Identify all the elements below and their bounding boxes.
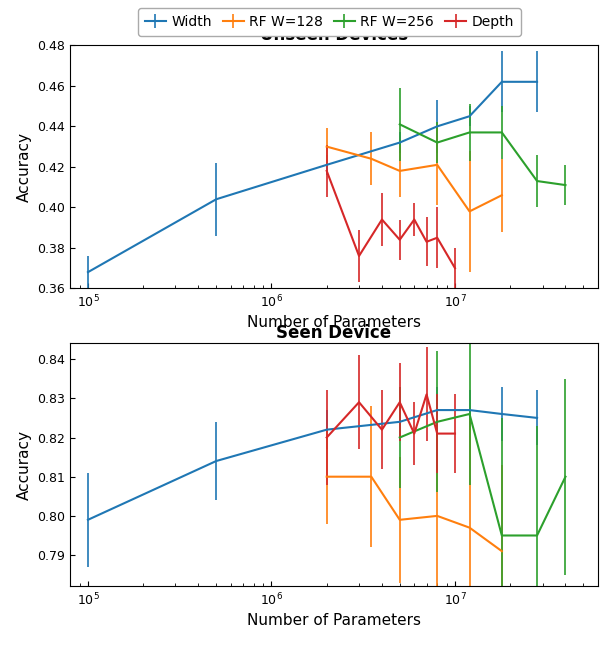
Title: Unseen Devices: Unseen Devices: [260, 26, 408, 44]
Y-axis label: Accuracy: Accuracy: [17, 132, 32, 202]
Legend: Width, RF W=128, RF W=256, Depth: Width, RF W=128, RF W=256, Depth: [138, 8, 521, 36]
X-axis label: Number of Parameters: Number of Parameters: [247, 614, 421, 629]
Y-axis label: Accuracy: Accuracy: [16, 430, 32, 500]
X-axis label: Number of Parameters: Number of Parameters: [247, 316, 421, 330]
Title: Seen Device: Seen Device: [276, 324, 392, 342]
